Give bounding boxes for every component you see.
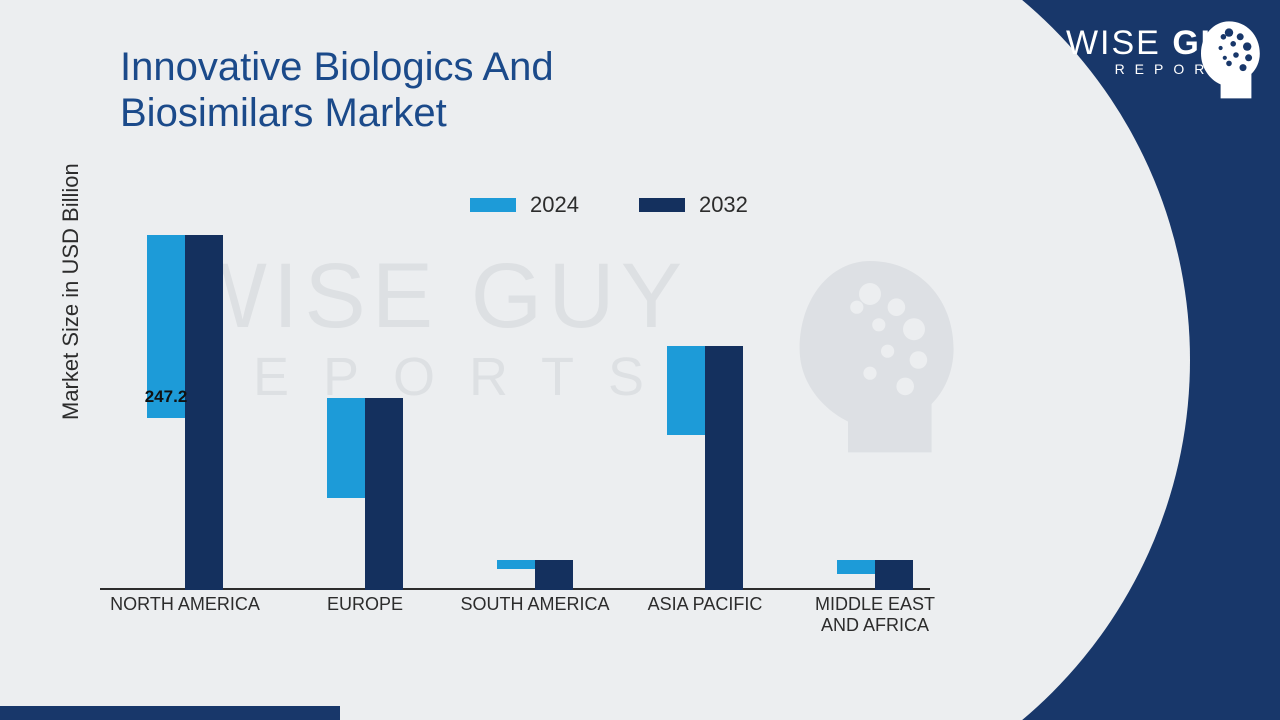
- legend-swatch: [470, 198, 516, 212]
- legend-item: 2024: [470, 192, 579, 218]
- bar-group: [630, 346, 780, 590]
- bar: [667, 346, 705, 435]
- bar-value-label: 247.2: [145, 387, 188, 407]
- bar: [365, 398, 403, 590]
- bar: [535, 560, 573, 590]
- chart-title: Innovative Biologics And Biosimilars Mar…: [120, 44, 680, 136]
- bar: [185, 235, 223, 590]
- legend-item: 2032: [639, 192, 748, 218]
- legend-label: 2032: [699, 192, 748, 218]
- x-axis-category-label: ASIA PACIFIC: [630, 594, 780, 615]
- y-axis-label: Market Size in USD Billion: [58, 163, 84, 420]
- bar: [705, 346, 743, 590]
- x-axis-category-label: MIDDLE EAST AND AFRICA: [800, 594, 950, 635]
- brand-head-icon: [1194, 20, 1264, 104]
- bar: [837, 560, 875, 573]
- bottom-accent-bar: [0, 706, 340, 720]
- bar-group: [110, 235, 260, 590]
- bar: [327, 398, 365, 498]
- chart-canvas: WISE GUY REPORTS WISE GUY REPORTS Innova…: [0, 0, 1280, 720]
- bar-group: [460, 560, 610, 590]
- plot-area: 247.2: [100, 220, 930, 590]
- brand-wise: WISE: [1066, 24, 1161, 62]
- x-axis-category-label: SOUTH AMERICA: [460, 594, 610, 615]
- bar-group: [290, 398, 440, 590]
- bar-group: [800, 560, 950, 590]
- x-axis-labels: NORTH AMERICA EUROPE SOUTH AMERICA ASIA PAC…: [100, 594, 930, 704]
- legend-label: 2024: [530, 192, 579, 218]
- bar: [875, 560, 913, 590]
- x-axis-category-label: NORTH AMERICA: [110, 594, 260, 615]
- legend-swatch: [639, 198, 685, 212]
- panel-circle-cutout: [960, 0, 1280, 720]
- x-axis-category-label: EUROPE: [290, 594, 440, 615]
- legend: 2024 2032: [470, 192, 748, 218]
- bar: [497, 560, 535, 569]
